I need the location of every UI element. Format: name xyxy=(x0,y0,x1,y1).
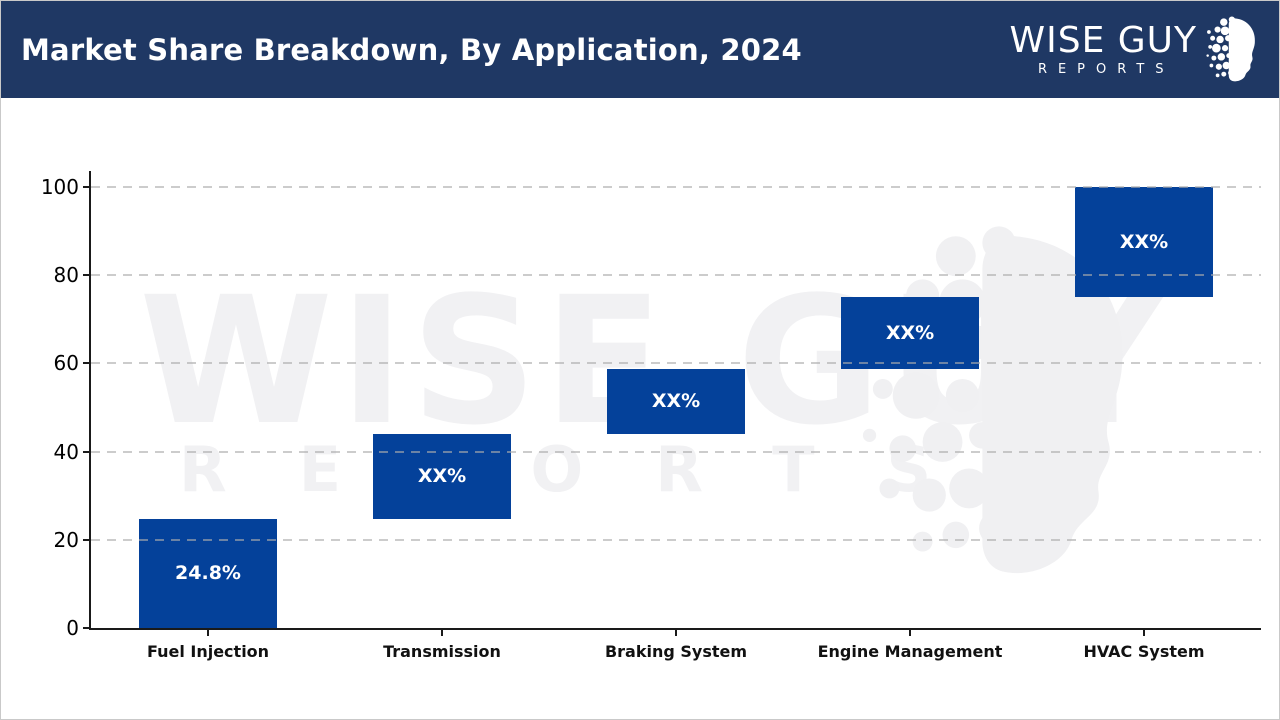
brand-logo: WISE GUY REPORTS xyxy=(1010,14,1262,86)
brand-subtitle: REPORTS xyxy=(1037,62,1175,77)
y-tick-label: 20 xyxy=(53,527,79,552)
header: Market Share Breakdown, By Application, … xyxy=(1,1,1279,98)
watermark-subtext: REPORTS xyxy=(179,433,1004,506)
gridline-40 xyxy=(91,450,1261,453)
y-tick-mark xyxy=(83,274,91,277)
bar-segment xyxy=(373,433,511,519)
y-tick-label: 100 xyxy=(40,174,79,199)
x-tick-mark xyxy=(675,628,677,636)
bar-value-label: 24.8% xyxy=(175,562,241,585)
bar-value-label: XX% xyxy=(885,322,935,345)
x-category-label: Transmission xyxy=(383,642,501,661)
y-tick-mark xyxy=(83,538,91,541)
y-tick-mark xyxy=(83,185,91,188)
y-tick-label: 0 xyxy=(66,616,79,640)
bar-segment xyxy=(841,297,979,370)
chart-plot-area: 0 20 40 60 80 100 24.8% Fuel Injection XX% Transm… xyxy=(41,171,1261,661)
bar-segment xyxy=(607,369,745,434)
x-tick-mark xyxy=(1143,628,1145,636)
brand-name: WISE GUY xyxy=(1009,20,1197,61)
y-tick-label: 60 xyxy=(53,351,79,376)
y-tick-mark xyxy=(83,450,91,453)
x-category-label: Engine Management xyxy=(817,642,1003,661)
bar-segment xyxy=(1075,186,1213,298)
y-tick-mark xyxy=(83,627,91,629)
gridline-20 xyxy=(91,538,1261,541)
x-tick-mark xyxy=(207,628,209,636)
page-title: Market Share Breakdown, By Application, … xyxy=(21,32,802,67)
x-tick-mark xyxy=(441,628,443,636)
gridline-100 xyxy=(91,185,1261,188)
x-category-label: Braking System xyxy=(604,642,748,661)
x-category-label: HVAC System xyxy=(1083,642,1205,661)
gridline-60 xyxy=(91,362,1261,365)
y-tick-mark xyxy=(83,362,91,365)
dotted-face-icon xyxy=(1206,16,1255,81)
y-tick-label: 80 xyxy=(53,263,79,288)
bar-value-label: XX% xyxy=(417,465,467,488)
x-tick-mark xyxy=(909,628,911,636)
bar-value-label: XX% xyxy=(1119,231,1169,254)
y-tick-label: 40 xyxy=(53,439,79,464)
bar-segment xyxy=(139,518,277,628)
brand-logo-text: WISE GUY REPORTS xyxy=(1009,20,1198,77)
gridline-80 xyxy=(91,274,1261,277)
bar-value-label: XX% xyxy=(651,390,701,413)
x-category-label: Fuel Injection xyxy=(146,642,270,661)
